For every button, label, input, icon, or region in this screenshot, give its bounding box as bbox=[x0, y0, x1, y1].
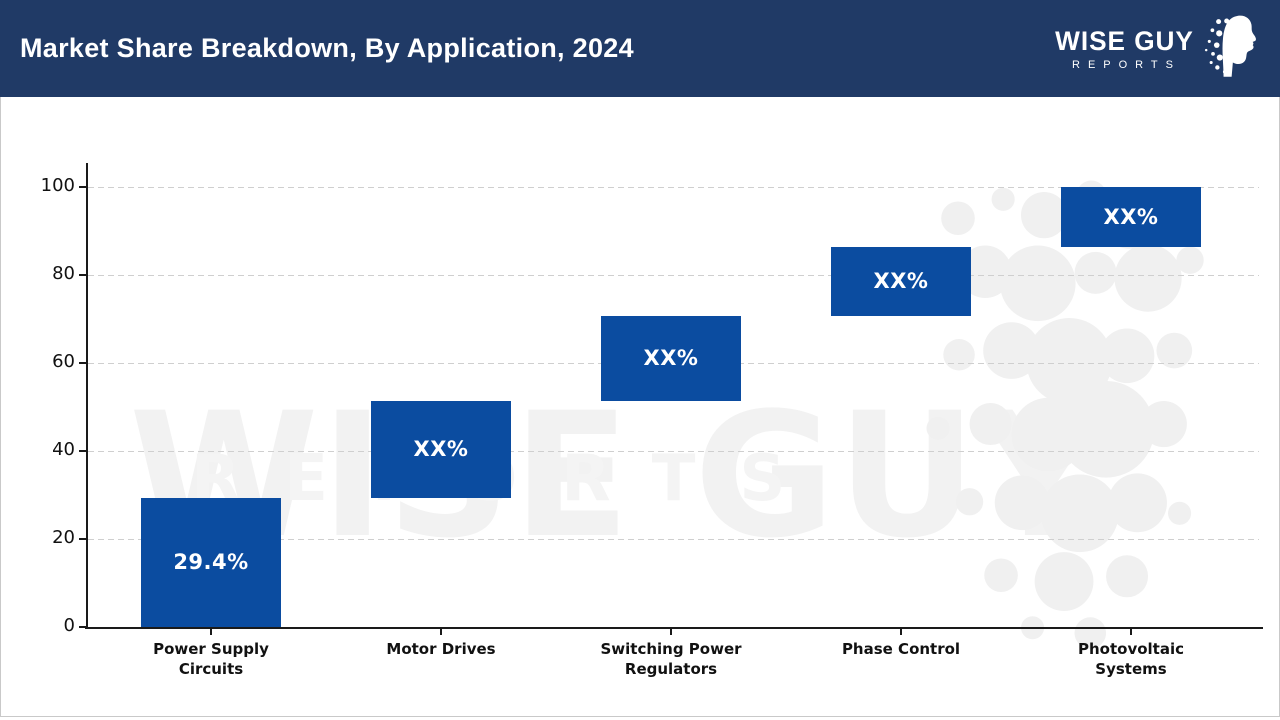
logo-wordmark: WISE GUY bbox=[1055, 26, 1194, 56]
page-title: Market Share Breakdown, By Application, … bbox=[20, 33, 634, 63]
x-tick-mark-5 bbox=[1130, 629, 1132, 635]
y-tick-mark-80 bbox=[79, 274, 86, 276]
x-category-label: Photovoltaic Systems bbox=[1077, 640, 1184, 679]
x-category-label: Phase Control bbox=[841, 640, 961, 658]
logo-text: WISE GUY REPORTS bbox=[1053, 26, 1196, 71]
watermark-wordmark: WISE GUY bbox=[129, 375, 1106, 576]
y-tick-mark-40 bbox=[79, 450, 86, 452]
bar-motor-drives: XX% bbox=[371, 400, 511, 498]
wise-guy-reports-logo: WISE GUY REPORTS bbox=[1053, 4, 1262, 94]
x-category-label: Power Supply Circuits bbox=[153, 640, 269, 679]
x-tick-mark-1 bbox=[210, 629, 212, 635]
chart-area: WISE GUY REPORTS bbox=[1, 97, 1279, 716]
y-tick-label: 20 bbox=[52, 527, 75, 548]
bar-phase-control: XX% bbox=[831, 246, 971, 316]
header-banner: Market Share Breakdown, By Application, … bbox=[0, 0, 1280, 97]
x-category-label: Switching Power Regulators bbox=[600, 640, 742, 679]
y-tick-mark-60 bbox=[79, 362, 86, 364]
y-tick-mark-20 bbox=[79, 538, 86, 540]
gridline-40 bbox=[88, 451, 1259, 452]
x-tick-mark-2 bbox=[440, 629, 442, 635]
chart-panel: WISE GUY REPORTS bbox=[0, 97, 1280, 717]
y-tick-mark-100 bbox=[79, 186, 86, 188]
x-tick-mark-3 bbox=[670, 629, 672, 635]
gridline-100 bbox=[88, 187, 1259, 188]
logo-subtitle: REPORTS bbox=[1072, 59, 1181, 71]
y-tick-label: 0 bbox=[63, 615, 75, 636]
bar-value-label: XX% bbox=[873, 269, 929, 294]
bar-value-label: XX% bbox=[643, 346, 699, 371]
y-tick-label: 40 bbox=[52, 439, 75, 460]
y-axis-line bbox=[86, 163, 88, 629]
x-tick-mark-4 bbox=[900, 629, 902, 635]
logo-face-icon bbox=[1200, 4, 1262, 94]
y-tick-mark-0 bbox=[79, 626, 86, 628]
gridline-80 bbox=[88, 275, 1259, 276]
bar-switching-power-regulators: XX% bbox=[601, 315, 741, 401]
x-category-label: Motor Drives bbox=[386, 640, 496, 658]
y-tick-label: 80 bbox=[52, 263, 75, 284]
bar-value-label: 29.4% bbox=[173, 550, 249, 575]
gridline-20 bbox=[88, 539, 1259, 540]
bar-photovoltaic-systems: XX% bbox=[1061, 187, 1201, 247]
y-tick-label: 100 bbox=[40, 175, 75, 196]
bar-value-label: XX% bbox=[413, 437, 469, 462]
x-axis-line bbox=[85, 627, 1263, 629]
bar-value-label: XX% bbox=[1103, 204, 1159, 229]
bar-power-supply-circuits: 29.4% bbox=[141, 497, 281, 627]
y-tick-label: 60 bbox=[52, 351, 75, 372]
